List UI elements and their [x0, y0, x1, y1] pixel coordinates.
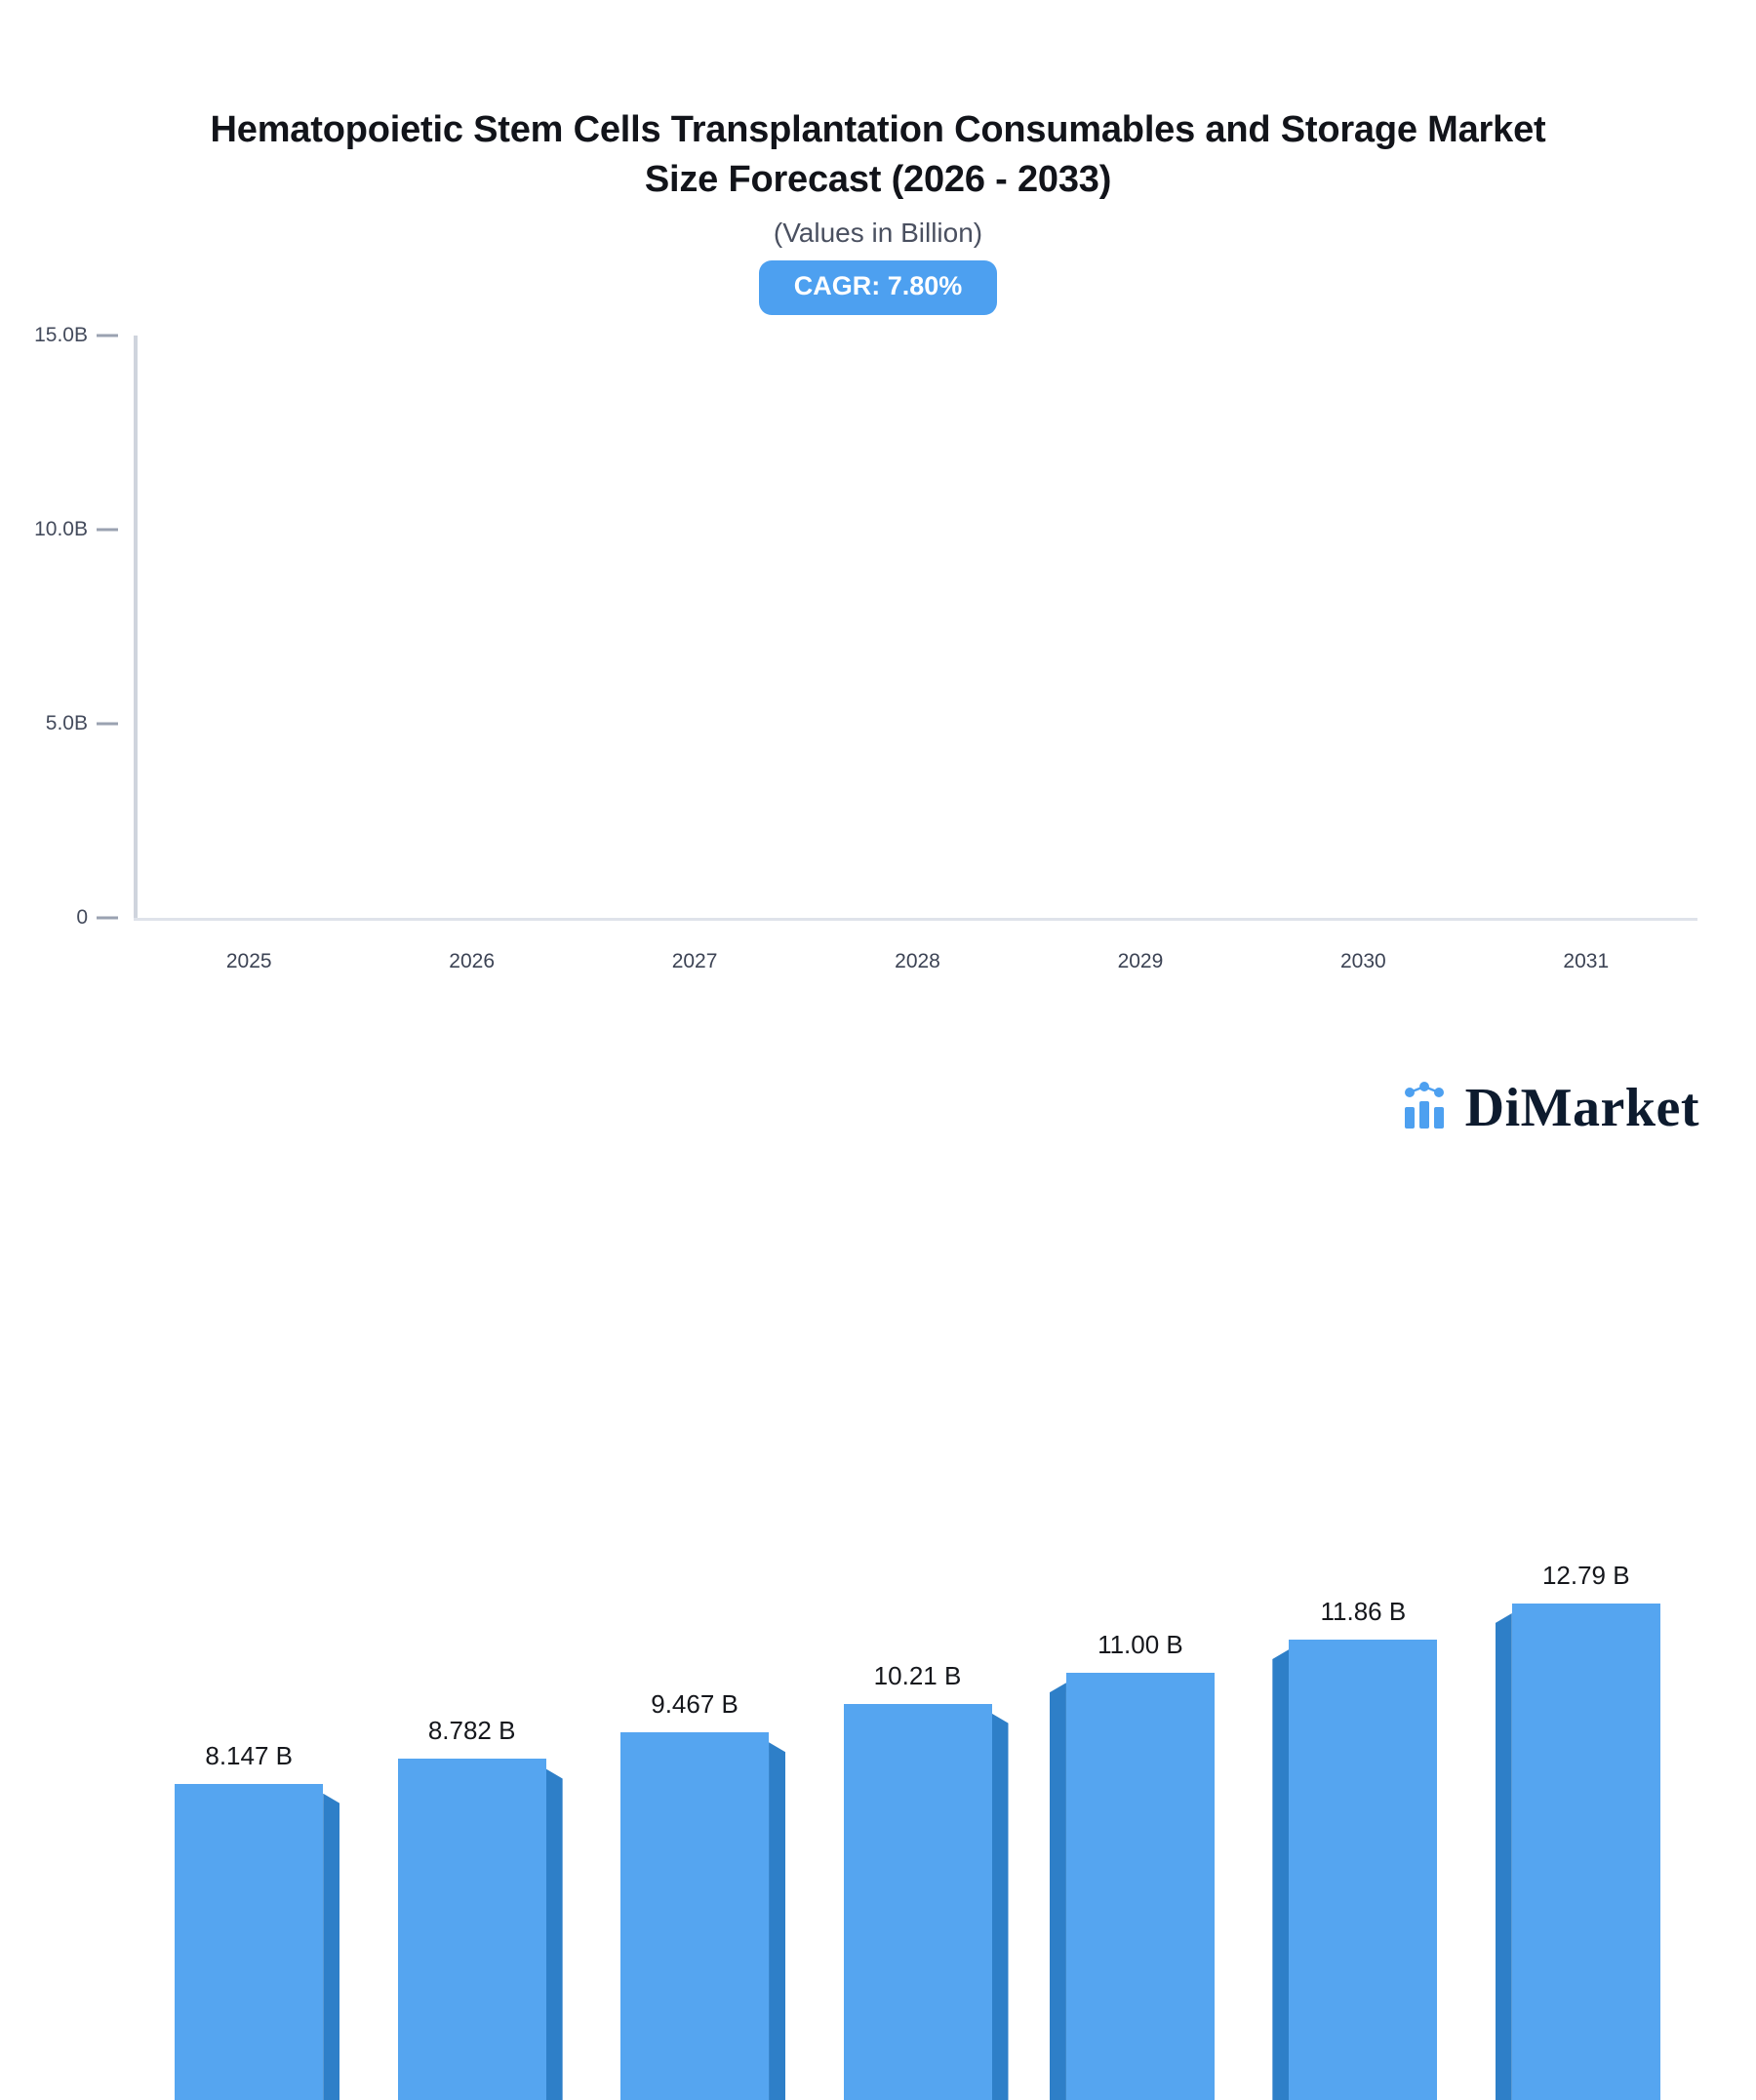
y-axis-tick-mark — [97, 528, 118, 532]
y-axis-tick-label: 10.0B — [34, 518, 88, 540]
bar-front-face — [1065, 1673, 1215, 2100]
bar-side-face — [991, 1713, 1009, 2100]
x-axis-tick-label: 2029 — [1117, 950, 1164, 972]
chart-plot-area: 0 5.0B 10.0B 15.0B 8.147 B 8.782 B 9.467 B 10.… — [34, 324, 1697, 2100]
bar-side-face — [1272, 1648, 1290, 2100]
y-axis-tick-mark — [97, 916, 118, 920]
x-axis-tick-label: 2025 — [225, 950, 272, 972]
bar-side-face — [769, 1742, 786, 2100]
bar-front-face — [397, 1759, 546, 2100]
x-axis-line — [134, 918, 1697, 921]
cagr-badge-container: CAGR: 7.80% — [0, 260, 1756, 315]
bar-front-face — [620, 1732, 770, 2100]
bar-front-face — [1289, 1639, 1438, 2100]
bar-front-face — [175, 1783, 324, 2100]
y-axis-line — [134, 336, 138, 921]
bar-value-label: 8.782 B — [427, 1716, 516, 1746]
bar-value-label: 10.21 B — [873, 1660, 962, 1690]
page-title: Hematopoietic Stem Cells Transplantation… — [210, 109, 1546, 200]
bar-front-face — [1511, 1603, 1660, 2100]
chart-header: Hematopoietic Stem Cells Transplantation… — [0, 0, 1756, 315]
bar-side-face — [323, 1793, 340, 2100]
x-axis-tick-label: 2028 — [895, 950, 940, 972]
bar-side-face — [1049, 1683, 1066, 2100]
x-axis-tick-label: 2031 — [1563, 950, 1610, 972]
y-axis-tick-label: 15.0B — [34, 324, 88, 346]
bar-value-label: 11.86 B — [1320, 1596, 1407, 1626]
y-axis-tick-label: 0 — [76, 906, 88, 929]
bar-value-label: 11.00 B — [1098, 1630, 1183, 1660]
x-axis-tick-label: 2026 — [449, 950, 495, 972]
x-axis-tick-label: 2030 — [1339, 950, 1386, 972]
bar-front-face — [843, 1703, 992, 2100]
x-axis-tick-label: 2027 — [671, 950, 718, 972]
chart-subtitle: (Values in Billion) — [773, 218, 983, 249]
bar-value-label: 12.79 B — [1541, 1560, 1630, 1590]
bar-value-label: 9.467 B — [651, 1689, 738, 1720]
dimarket-logo: DiMarket — [1401, 1080, 1699, 1135]
y-axis-tick-label: 5.0B — [45, 712, 88, 734]
bar-side-face — [545, 1768, 563, 2100]
bar-side-face — [1495, 1612, 1512, 2100]
y-axis-tick-mark — [97, 722, 118, 726]
bar-chart-icon — [1401, 1080, 1452, 1135]
bar-value-label: 8.147 B — [205, 1740, 294, 1770]
cagr-badge: CAGR: 7.80% — [758, 260, 998, 315]
logo-text: DiMarket — [1464, 1077, 1699, 1138]
y-axis-tick-mark — [97, 334, 118, 337]
